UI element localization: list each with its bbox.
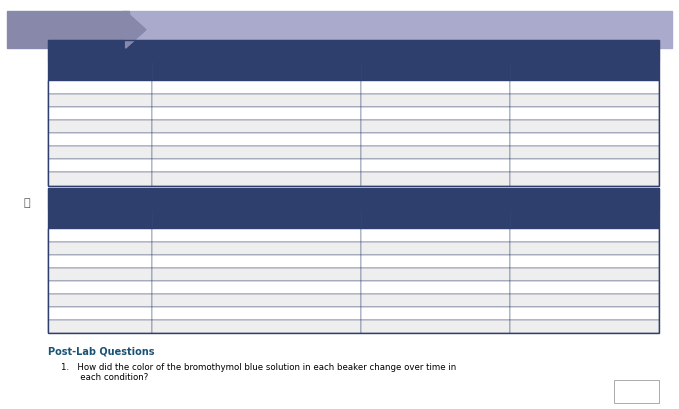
Text: Blue: Blue: [366, 84, 383, 93]
Text: Blue: Blue: [515, 309, 532, 318]
Text: Green: Green: [158, 257, 181, 266]
Text: Dry Pinto Beans: Dry Pinto Beans: [401, 67, 470, 76]
Text: Blue: Blue: [366, 175, 383, 184]
Text: Bright Green: Bright Green: [158, 123, 206, 132]
Text: Bright Green: Bright Green: [158, 270, 206, 279]
Text: Blue: Blue: [366, 136, 383, 145]
Text: Blue: Blue: [515, 123, 532, 132]
Text: Blue: Blue: [366, 110, 383, 119]
Text: Blue: Blue: [515, 283, 532, 292]
Text: Blue: Blue: [366, 283, 383, 292]
Text: Light Green: Light Green: [158, 296, 202, 305]
Text: Bluish green: Bluish green: [158, 244, 205, 253]
Text: Blue: Blue: [366, 322, 383, 331]
Text: 60 min: 60 min: [85, 110, 114, 119]
Text: Blue: Blue: [366, 244, 383, 253]
Text: Blue: Blue: [515, 84, 532, 93]
Text: 30 min: 30 min: [85, 97, 114, 106]
Text: Blue: Blue: [515, 136, 532, 145]
Text: Blue: Blue: [366, 270, 383, 279]
Text: Blue: Blue: [158, 84, 175, 93]
Text: 120 min: 120 min: [83, 136, 117, 145]
Text: Blue: Blue: [515, 162, 532, 171]
Text: Pre-Soaked Pinto Beans: Pre-Soaked Pinto Beans: [204, 67, 308, 76]
Text: Blue: Blue: [366, 257, 383, 266]
Text: Blue: Blue: [515, 149, 532, 158]
Text: Bluish green: Bluish green: [158, 97, 205, 106]
Text: Green: Green: [158, 110, 181, 119]
Text: ⤗: ⤗: [24, 198, 31, 207]
Text: Blue: Blue: [515, 244, 532, 253]
Text: 60 min: 60 min: [85, 257, 114, 266]
Text: 120 min: 120 min: [83, 283, 117, 292]
Text: Blue: Blue: [515, 110, 532, 119]
Text: 180 min: 180 min: [82, 309, 117, 318]
Text: Blue: Blue: [366, 162, 383, 171]
Text: 0 min: 0 min: [88, 84, 111, 93]
Text: 30 min: 30 min: [85, 244, 114, 253]
Text: 150 min: 150 min: [83, 296, 117, 305]
Text: Blue: Blue: [515, 175, 532, 184]
Text: Blue: Blue: [515, 270, 532, 279]
Text: Blue: Blue: [366, 123, 383, 132]
Text: Time: Time: [89, 215, 110, 224]
Text: 24 hours: 24 hours: [81, 322, 119, 331]
Text: No Kidney Beans: No Kidney Beans: [547, 215, 621, 224]
Text: Table 2: Bromothymol Blue Color Change Over Time for Pinto Bean Trial: Table 2: Bromothymol Blue Color Change O…: [179, 47, 528, 56]
Text: Time: Time: [89, 67, 110, 76]
Text: Blue: Blue: [515, 296, 532, 305]
Text: 0 min: 0 min: [88, 231, 111, 240]
Text: 90 min: 90 min: [85, 123, 114, 132]
Text: Pre-Soaked Kidney Beans: Pre-Soaked Kidney Beans: [201, 215, 312, 224]
Text: 90 min: 90 min: [85, 270, 114, 279]
Text: 180 min: 180 min: [82, 162, 117, 171]
Text: Yellowish green: Yellowish green: [158, 309, 217, 318]
Text: 1.   How did the color of the bromothymol blue solution in each beaker change ov: 1. How did the color of the bromothymol …: [61, 362, 456, 381]
Text: Blue: Blue: [515, 231, 532, 240]
Text: Blue: Blue: [366, 309, 383, 318]
Text: Blue: Blue: [158, 231, 175, 240]
Text: Cellular Respiration: Cellular Respiration: [292, 22, 469, 40]
Text: Blue: Blue: [366, 231, 383, 240]
Text: Bright Green: Bright Green: [158, 136, 206, 145]
Text: Light Green: Light Green: [158, 149, 202, 158]
Text: Post-Lab Questions: Post-Lab Questions: [48, 346, 154, 355]
Text: Blue: Blue: [515, 257, 532, 266]
Text: Yellow: Yellow: [158, 175, 181, 184]
Text: Bright Green: Bright Green: [158, 283, 206, 292]
Text: Yellow: Yellow: [158, 322, 181, 331]
Text: Lab 9: Lab 9: [33, 21, 96, 40]
Text: Blue: Blue: [366, 97, 383, 106]
Text: Dry Kidney Beans: Dry Kidney Beans: [397, 215, 473, 224]
Text: 24 hours: 24 hours: [81, 175, 119, 184]
Text: Blue: Blue: [366, 149, 383, 158]
Text: Blue: Blue: [515, 97, 532, 106]
Text: Blue: Blue: [515, 322, 532, 331]
Text: No Pinto Beans: No Pinto Beans: [551, 67, 617, 76]
Text: Blue: Blue: [366, 296, 383, 305]
Text: Yellowish green: Yellowish green: [158, 162, 217, 171]
Text: Table 3: Bromothymol Blue Color Change Over Time for Kidney Bean Trial: Table 3: Bromothymol Blue Color Change O…: [175, 194, 532, 203]
Text: 150 min: 150 min: [83, 149, 117, 158]
